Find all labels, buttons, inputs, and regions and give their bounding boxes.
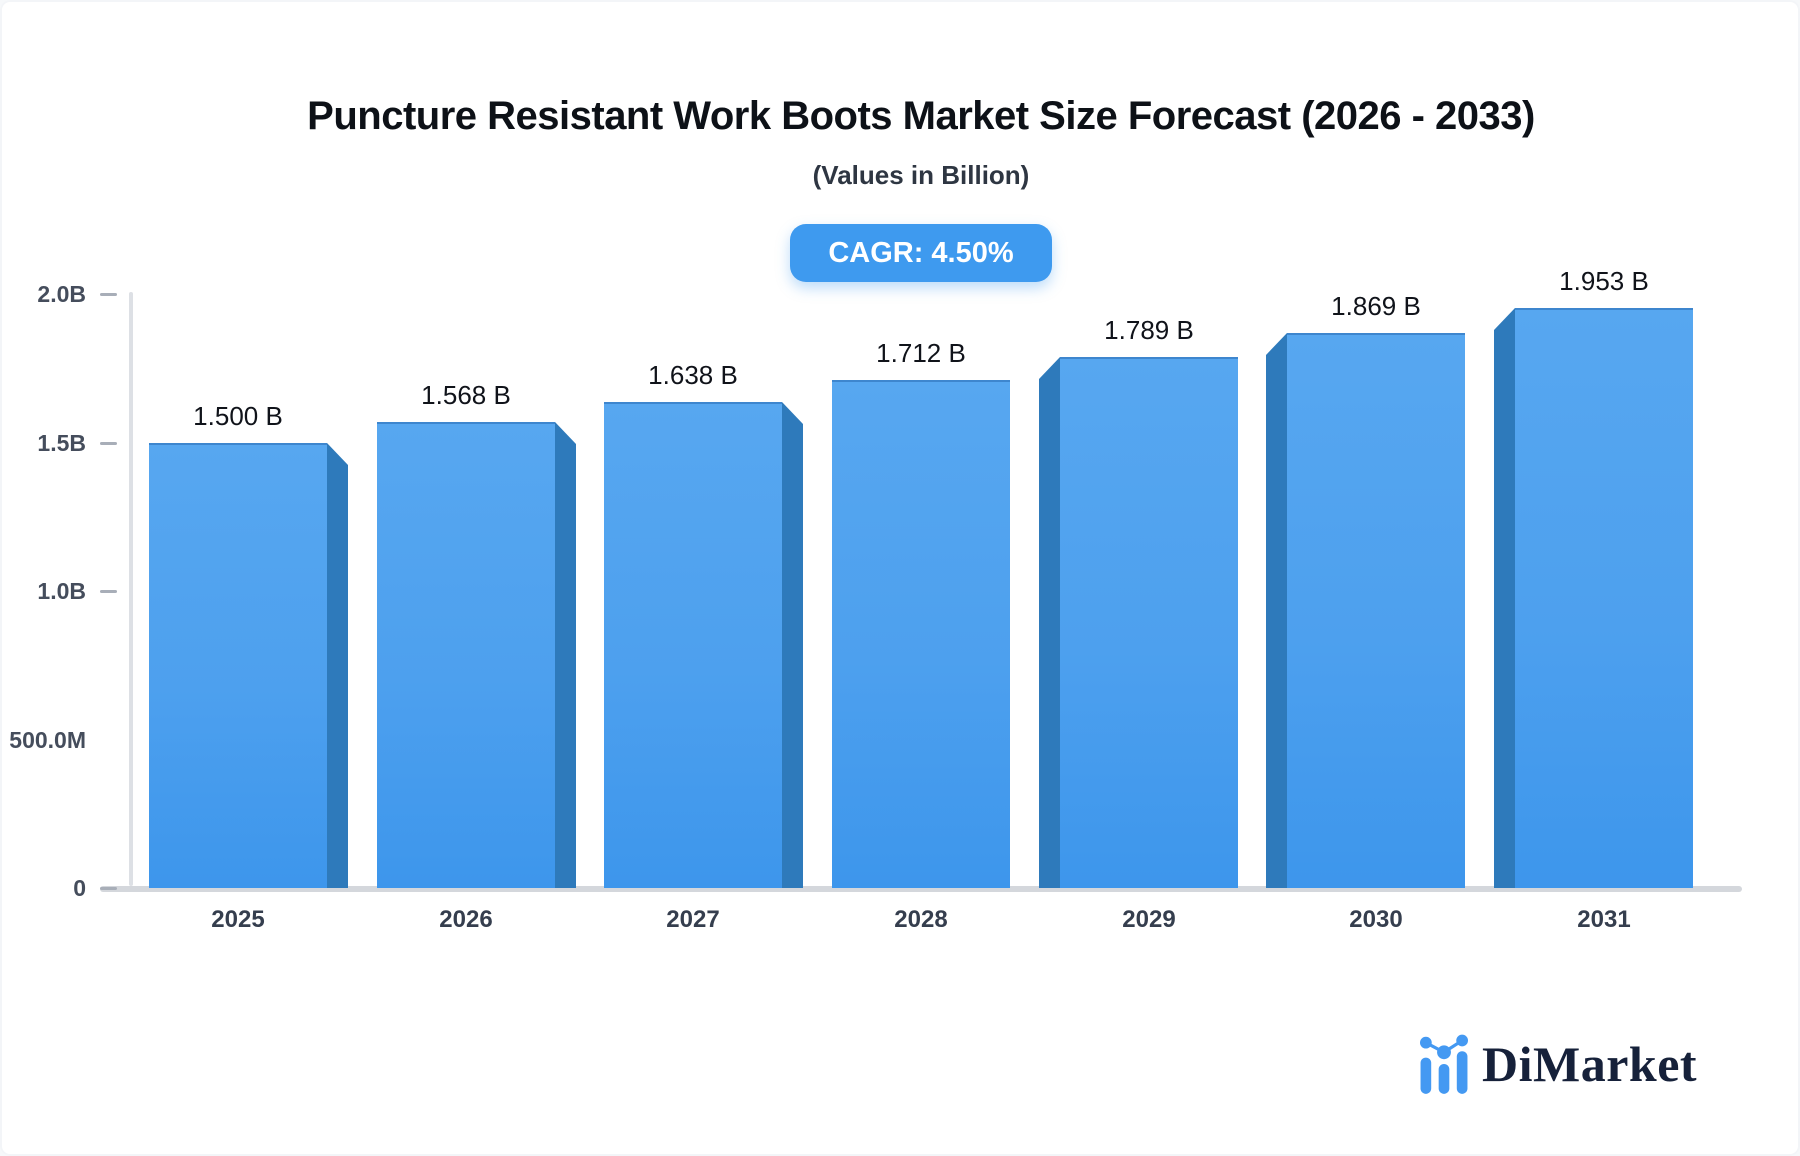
x-tick-label-2026: 2026 (439, 906, 493, 933)
y-tick-dash (100, 293, 117, 296)
bar-2027[interactable] (604, 402, 782, 888)
bar-side-2025 (327, 443, 348, 888)
brand-name: DiMarket (1482, 1036, 1698, 1092)
y-tick-label: 2.0B (37, 281, 86, 307)
brand-logo: DiMarket (1418, 1028, 1697, 1100)
y-tick-label: 1.0B (37, 578, 86, 604)
bar-side-2026 (555, 422, 576, 888)
bar-value-label: 1.500 B (193, 401, 283, 431)
bar-value-label: 1.712 B (876, 338, 966, 368)
bar-2028[interactable] (832, 380, 1010, 888)
y-tick-dash (100, 442, 117, 445)
y-tick-label: 1.5B (37, 430, 86, 456)
bar-2031[interactable] (1515, 308, 1693, 888)
bar-chart-logo-icon (1420, 1034, 1468, 1094)
x-tick-label-2027: 2027 (666, 906, 720, 933)
bar-side-2031 (1494, 308, 1515, 888)
bar-value-label: 1.953 B (1559, 266, 1649, 296)
x-tick-label-2025: 2025 (211, 906, 265, 933)
y-tick-label: 500.0M (9, 727, 86, 753)
x-tick-label-2029: 2029 (1122, 906, 1176, 933)
bar-value-label: 1.638 B (648, 360, 738, 390)
cagr-badge: CAGR: 4.50% (790, 224, 1052, 282)
bar-2025[interactable] (149, 443, 327, 888)
bar-side-2030 (1266, 333, 1287, 888)
bar-value-label: 1.789 B (1104, 315, 1194, 345)
y-tick-dash (100, 887, 117, 890)
x-tick-label-2030: 2030 (1349, 906, 1403, 933)
chart-title: Puncture Resistant Work Boots Market Siz… (307, 94, 1535, 138)
bar-2026[interactable] (377, 422, 555, 888)
bar-2030[interactable] (1287, 333, 1465, 888)
bar-value-label: 1.869 B (1331, 291, 1421, 321)
y-axis-line (129, 292, 133, 886)
chart-subtitle: (Values in Billion) (812, 160, 1030, 190)
y-tick-label: 0 (73, 875, 86, 901)
x-axis-baseline (100, 886, 1742, 892)
x-tick-label-2031: 2031 (1577, 906, 1631, 933)
bar-2029[interactable] (1060, 357, 1238, 888)
cagr-badge-row: CAGR: 4.50% (100, 224, 1742, 282)
x-tick-label-2028: 2028 (894, 906, 948, 933)
bar-value-label: 1.568 B (421, 380, 511, 410)
y-tick-dash (100, 590, 117, 593)
bar-side-2029 (1039, 357, 1060, 888)
bar-side-2027 (782, 402, 803, 888)
